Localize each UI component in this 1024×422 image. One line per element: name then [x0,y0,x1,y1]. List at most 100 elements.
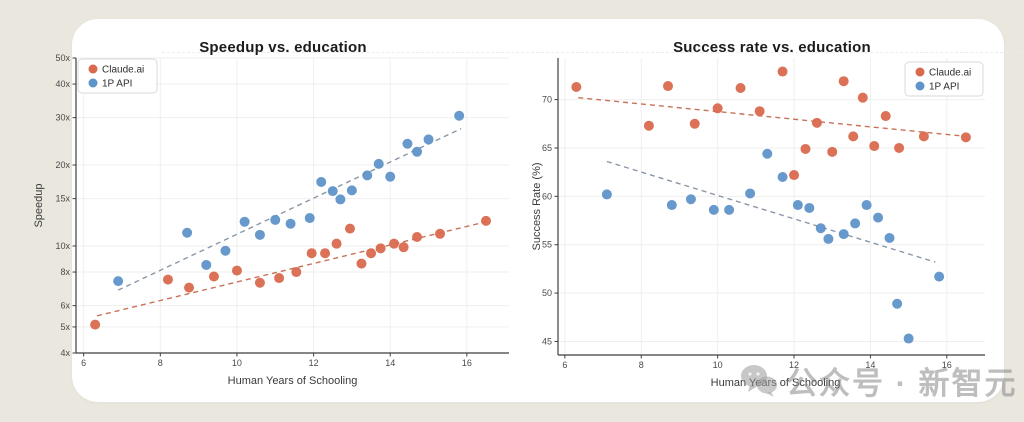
x-axis-label: Human Years of Schooling [228,375,358,387]
data-point [708,204,719,215]
data-point [815,223,826,234]
data-point [182,227,193,238]
data-point [389,238,400,249]
data-point [220,245,231,256]
data-point [894,142,905,153]
y-tick-label: 5x [60,322,70,332]
data-point [335,194,346,205]
data-point [113,276,124,287]
legend-dot [915,67,925,77]
data-point [643,120,654,131]
data-point [869,141,880,152]
data-point [861,200,872,211]
data-point [90,319,101,330]
legend: Claude.ai 1P API [77,58,158,94]
trend-line-claude-ai [578,96,966,138]
data-point [201,259,212,270]
data-point [454,110,465,121]
data-point [331,238,342,249]
data-point [304,213,315,224]
data-point [903,333,914,344]
data-point [811,117,822,128]
data-point [848,131,859,142]
watermark: 公众号 · 新智元 [740,360,1018,401]
y-axis-label: Speedup [33,183,45,227]
data-point [270,214,281,225]
trend-line-1p-api [606,160,936,263]
speedup-chart: 6 8 10 12 14 16 4x 5x 6x 8x 10x 15x 20x 30x 40x 50x Spee… [33,39,509,387]
data-point [800,143,811,154]
data-point [481,215,492,226]
data-point [571,82,582,93]
x-tick-label: 8 [639,360,644,370]
x-tick-label: 10 [713,360,723,370]
data-point [385,171,396,182]
y-tick-label: 50 [542,288,552,298]
chart-title: Speedup vs. education [199,39,367,56]
legend-dot [88,64,98,74]
data-point [362,170,373,181]
x-tick-label: 6 [562,360,567,370]
success-rate-chart: 6 8 10 12 14 16 45 50 55 60 65 70 Success rate vs. e… [531,39,985,389]
data-point [850,218,861,229]
x-tick-label: 14 [865,360,875,370]
data-point [423,134,434,145]
data-point [344,223,355,234]
data-point [239,216,250,227]
report-card [72,19,1024,402]
data-point [327,186,338,197]
data-point [356,258,367,269]
data-point [662,81,673,92]
data-point [412,231,423,242]
chart-title: Success rate vs. education [673,39,871,56]
x-tick-label: 12 [789,360,799,370]
data-point [601,189,612,200]
data-point [777,171,788,182]
data-point [934,271,945,282]
data-point [838,229,849,240]
data-point [873,212,884,223]
data-point [316,176,327,187]
data-point [685,194,696,205]
data-point [366,248,377,259]
trend-line-1p-api [117,128,462,291]
data-point [892,298,903,309]
data-point [373,158,384,169]
y-tick-label: 70 [542,95,552,105]
y-tick-label: 4x [60,348,70,358]
data-point [689,118,700,129]
data-point [162,274,173,285]
x-tick-label: 12 [309,358,319,368]
data-point [254,229,265,240]
legend-label: Claude.ai [929,68,971,79]
y-tick-label: 6x [60,301,70,311]
y-axis-label: Success Rate (%) [531,162,543,250]
x-tick-label: 16 [942,360,952,370]
data-point [735,82,746,93]
data-point [306,248,317,259]
y-tick-label: 65 [542,143,552,153]
data-point [254,277,265,288]
data-point [827,146,838,157]
y-tick-label: 55 [542,240,552,250]
y-tick-label: 40x [55,79,70,89]
legend-label: 1P API [102,79,132,90]
data-point [745,188,756,199]
legend-dot [88,78,98,88]
data-point [804,202,815,213]
x-tick-label: 16 [462,358,472,368]
watermark-text: 公众号 · 新智元 [786,365,1018,401]
data-point [724,204,735,215]
y-tick-label: 15x [55,194,70,204]
data-point [838,76,849,87]
data-point [884,232,895,243]
data-point [398,242,409,253]
data-point [960,132,971,143]
x-tick-label: 14 [385,358,395,368]
legend-box [904,61,984,97]
wechat-icon [741,365,777,397]
x-tick-label: 10 [232,358,242,368]
data-point [792,200,803,211]
data-point [412,146,423,157]
